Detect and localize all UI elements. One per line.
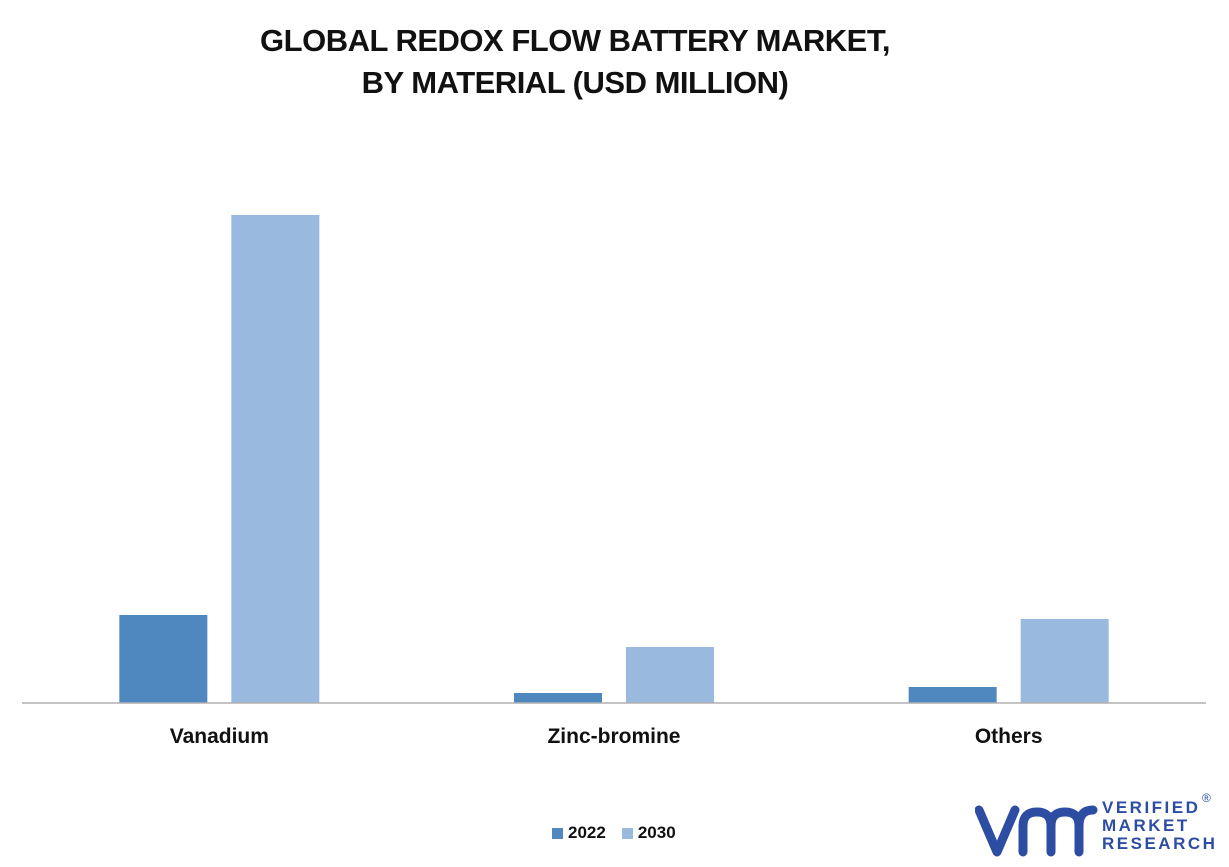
vmr-logo-icon <box>975 805 1098 857</box>
bar-vanadium-2022 <box>119 615 208 703</box>
x-tick-label-zinc-bromine: Zinc-bromine <box>547 725 680 748</box>
x-tick-label-others: Others <box>975 725 1043 748</box>
bar-others-2030 <box>1020 619 1109 703</box>
logo-line-1: VERIFIED <box>1102 798 1201 817</box>
legend-item-2030: 2030 <box>621 823 676 843</box>
logo-line-2: MARKET <box>1102 816 1190 835</box>
x-tick-label-vanadium: Vanadium <box>170 725 269 748</box>
vmr-logo-text: VERIFIED MARKET RESEARCH <box>1102 799 1217 853</box>
bar-vanadium-2030 <box>231 215 320 703</box>
chart-title: GLOBAL REDOX FLOW BATTERY MARKET, BY MAT… <box>0 20 1150 104</box>
x-tick-labels: Vanadium Zinc-bromine Others <box>170 725 1043 748</box>
bar-others-2022 <box>908 687 997 703</box>
legend-swatch-2022 <box>552 827 563 839</box>
chart-title-line-1: GLOBAL REDOX FLOW BATTERY MARKET, <box>260 23 890 58</box>
legend-swatch-2030 <box>621 827 633 839</box>
legend-label-2022: 2022 <box>568 823 606 842</box>
bar-zinc-bromine-2022 <box>514 693 602 703</box>
legend-item-2022: 2022 <box>552 823 606 843</box>
legend-label-2030: 2030 <box>637 823 676 842</box>
chart-title-line-2: BY MATERIAL (USD MILLION) <box>361 65 789 100</box>
registered-mark: ® <box>1202 791 1211 805</box>
legend: 2022 2030 <box>552 823 692 843</box>
logo-line-3: RESEARCH <box>1102 834 1218 853</box>
bar-zinc-bromine-2030 <box>626 647 714 703</box>
bars-group <box>119 215 1109 703</box>
